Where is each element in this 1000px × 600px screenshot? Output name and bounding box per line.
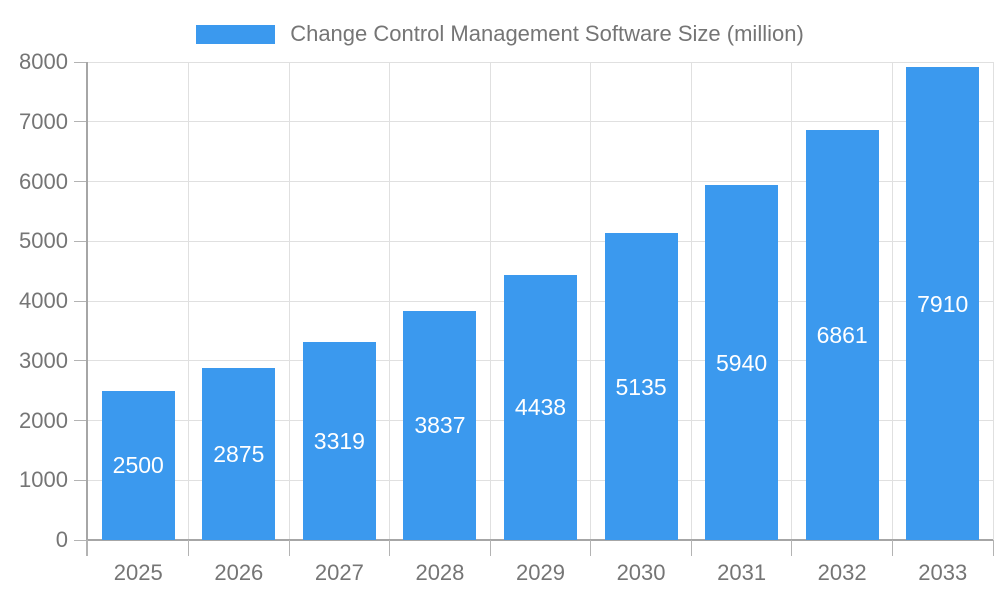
x-tick-label: 2033 xyxy=(918,560,968,585)
chart-title: Change Control Management Software Size … xyxy=(290,21,804,46)
v-gridline xyxy=(489,62,491,540)
y-tick xyxy=(74,121,86,123)
chart-legend[interactable]: Change Control Management Software Size … xyxy=(0,21,1000,47)
bar[interactable] xyxy=(504,274,577,540)
y-tick-label: 6000 xyxy=(19,168,68,194)
bar-value-label: 5135 xyxy=(615,373,667,400)
x-tick xyxy=(489,540,491,556)
bar-value-label: 7910 xyxy=(917,290,969,317)
h-gridline xyxy=(88,121,993,123)
bar[interactable] xyxy=(403,310,477,540)
x-tick-label: 2025 xyxy=(113,560,163,585)
x-tick-label: 2031 xyxy=(717,560,767,585)
y-tick xyxy=(74,420,86,421)
v-gridline xyxy=(288,62,290,540)
v-gridline xyxy=(389,62,391,540)
x-tick-label: 2030 xyxy=(616,560,666,585)
bar-value-label: 3837 xyxy=(414,412,466,439)
y-tick-label: 8000 xyxy=(19,49,68,74)
bar[interactable] xyxy=(805,130,879,540)
x-tick xyxy=(288,540,290,556)
x-tick xyxy=(86,540,88,556)
v-gridline xyxy=(791,62,793,540)
bar-value-label: 3319 xyxy=(313,427,365,454)
y-tick-label: 1000 xyxy=(19,467,68,493)
y-tick xyxy=(74,61,86,63)
y-tick-label: 7000 xyxy=(19,108,68,134)
y-tick-label: 0 xyxy=(55,527,68,552)
y-tick xyxy=(74,300,86,302)
y-tick xyxy=(74,240,86,242)
bar[interactable] xyxy=(202,368,276,540)
v-gridline xyxy=(992,62,994,540)
y-tick-label: 2000 xyxy=(19,407,68,433)
y-tick xyxy=(74,479,86,481)
bar[interactable] xyxy=(906,67,980,540)
bar-value-label: 5940 xyxy=(716,349,768,376)
x-tick xyxy=(992,540,994,556)
x-tick xyxy=(389,540,391,556)
x-tick-label: 2027 xyxy=(314,560,364,585)
y-tick xyxy=(74,181,86,182)
x-tick xyxy=(791,540,793,556)
bar[interactable] xyxy=(705,185,779,540)
legend-swatch xyxy=(196,24,276,44)
h-gridline xyxy=(88,240,993,242)
y-tick xyxy=(74,360,86,362)
y-axis-line xyxy=(86,62,88,540)
y-tick-label: 4000 xyxy=(19,288,68,313)
x-tick-label: 2032 xyxy=(817,560,867,585)
v-gridline xyxy=(891,62,893,540)
bar[interactable] xyxy=(604,233,678,540)
bar-value-label: 6861 xyxy=(816,322,868,349)
bar-value-label: 2875 xyxy=(213,441,265,468)
h-gridline xyxy=(88,181,993,182)
bar-value-label: 2500 xyxy=(112,452,164,479)
x-tick xyxy=(690,540,692,556)
y-tick-label: 5000 xyxy=(19,228,68,254)
x-tick-label: 2029 xyxy=(516,560,565,585)
x-tick-label: 2028 xyxy=(415,560,465,585)
bar[interactable] xyxy=(302,341,376,540)
v-gridline xyxy=(690,62,692,540)
bar-value-label: 4438 xyxy=(514,394,567,421)
x-axis-line xyxy=(86,539,993,541)
y-tick xyxy=(74,539,86,541)
bar[interactable] xyxy=(101,390,175,540)
v-gridline xyxy=(590,62,592,540)
x-tick-label: 2026 xyxy=(214,560,264,585)
x-tick xyxy=(188,540,190,556)
y-tick-label: 3000 xyxy=(19,347,68,373)
x-tick xyxy=(590,540,592,556)
v-gridline xyxy=(188,62,190,540)
h-gridline xyxy=(88,61,993,63)
x-tick xyxy=(891,540,893,556)
